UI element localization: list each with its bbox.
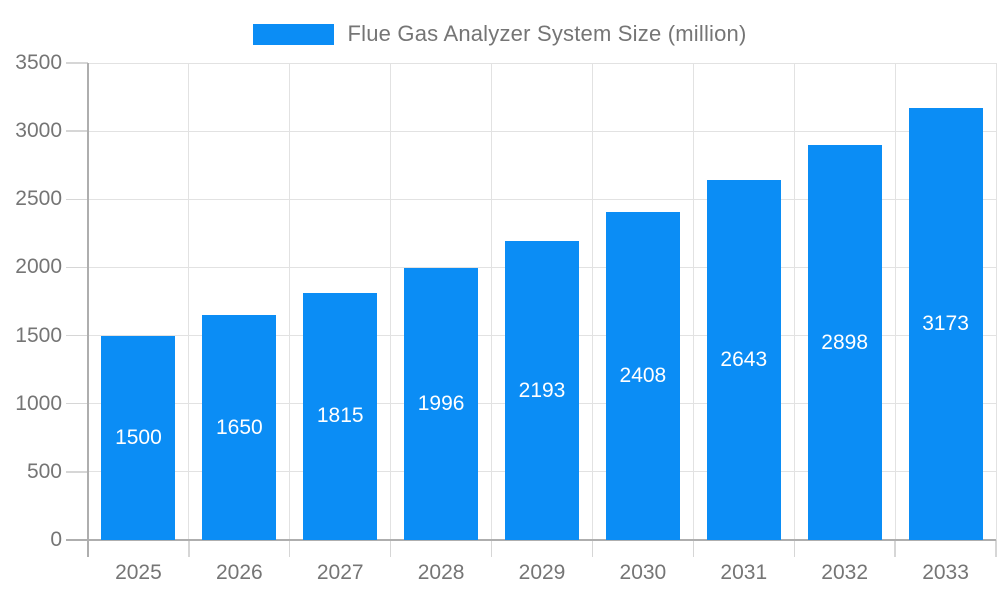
y-axis-tick: [66, 471, 88, 473]
y-axis-label: 0: [50, 528, 62, 551]
y-axis-label: 500: [26, 459, 62, 483]
x-gridline: [995, 63, 997, 540]
x-gridline: [491, 63, 493, 540]
y-gridline: [88, 62, 996, 64]
x-axis-label-2029: 2029: [518, 561, 566, 584]
bar-2025[interactable]: 1500: [101, 335, 176, 540]
x-axis-label-2025: 2025: [115, 561, 162, 584]
x-gridline: [692, 63, 694, 540]
x-gridline: [793, 63, 795, 540]
x-axis-label-2033: 2033: [922, 561, 969, 584]
y-gridline: [88, 130, 996, 132]
y-axis-tick: [66, 62, 88, 64]
x-gridline: [591, 63, 593, 540]
y-axis-label: 3000: [15, 119, 62, 143]
y-axis-label: 1500: [15, 323, 62, 347]
bar-value-label: 3173: [922, 311, 969, 335]
y-axis-tick: [66, 403, 88, 405]
bar-value-label: 1500: [115, 425, 162, 449]
x-axis-tick: [995, 540, 997, 557]
y-axis-label: 2500: [15, 187, 62, 211]
y-axis-label: 2000: [15, 255, 62, 279]
bar-2029[interactable]: 2193: [505, 241, 579, 540]
x-axis-tick: [692, 540, 695, 557]
x-gridline: [390, 63, 392, 540]
bar-value-label: 2193: [518, 378, 566, 402]
x-axis-tick: [591, 540, 594, 557]
x-gridline: [289, 63, 291, 540]
x-axis-tick: [289, 540, 291, 557]
bar-2032[interactable]: 2898: [807, 145, 882, 540]
legend-label: Flue Gas Analyzer System Size (million): [347, 21, 747, 46]
x-axis-tick: [490, 540, 493, 557]
x-axis-tick: [793, 540, 795, 557]
x-axis-label-2027: 2027: [316, 561, 364, 584]
y-axis-label: 3500: [15, 51, 62, 74]
x-axis-tick: [188, 540, 190, 557]
bar-value-label: 1815: [316, 404, 364, 428]
y-axis-tick: [66, 198, 88, 200]
bar-value-label: 2898: [821, 330, 869, 354]
bar-value-label: 1650: [215, 415, 263, 439]
y-axis-line: [87, 63, 89, 557]
y-axis-tick: [66, 130, 88, 132]
legend-swatch: [253, 23, 335, 45]
bar-value-label: 1996: [417, 391, 465, 415]
y-axis-label: 1000: [15, 391, 62, 415]
x-gridline: [188, 63, 190, 540]
x-axis-label-2028: 2028: [417, 561, 465, 584]
bar-2026[interactable]: 1650: [202, 315, 277, 540]
x-axis-line: [66, 539, 996, 541]
bar-2033[interactable]: 3173: [908, 107, 983, 540]
bar-2028[interactable]: 1996: [404, 267, 479, 540]
x-axis-label-2031: 2031: [720, 561, 768, 584]
y-gridline: [88, 198, 996, 200]
chart-legend[interactable]: Flue Gas Analyzer System Size (million): [0, 21, 1000, 47]
x-axis-label-2030: 2030: [619, 561, 667, 584]
bar-value-label: 2643: [720, 347, 768, 371]
x-axis-label-2032: 2032: [821, 561, 869, 584]
bar-2027[interactable]: 1815: [303, 292, 378, 540]
bar-2031[interactable]: 2643: [706, 179, 781, 540]
x-axis-tick: [389, 540, 392, 557]
bar-2030[interactable]: 2408: [605, 211, 680, 540]
x-axis-label-2026: 2026: [215, 561, 263, 584]
x-gridline: [894, 63, 896, 540]
y-axis-tick: [66, 334, 88, 337]
bar-value-label: 2408: [619, 363, 667, 387]
x-axis-tick: [894, 540, 896, 557]
y-axis-tick: [66, 266, 88, 269]
